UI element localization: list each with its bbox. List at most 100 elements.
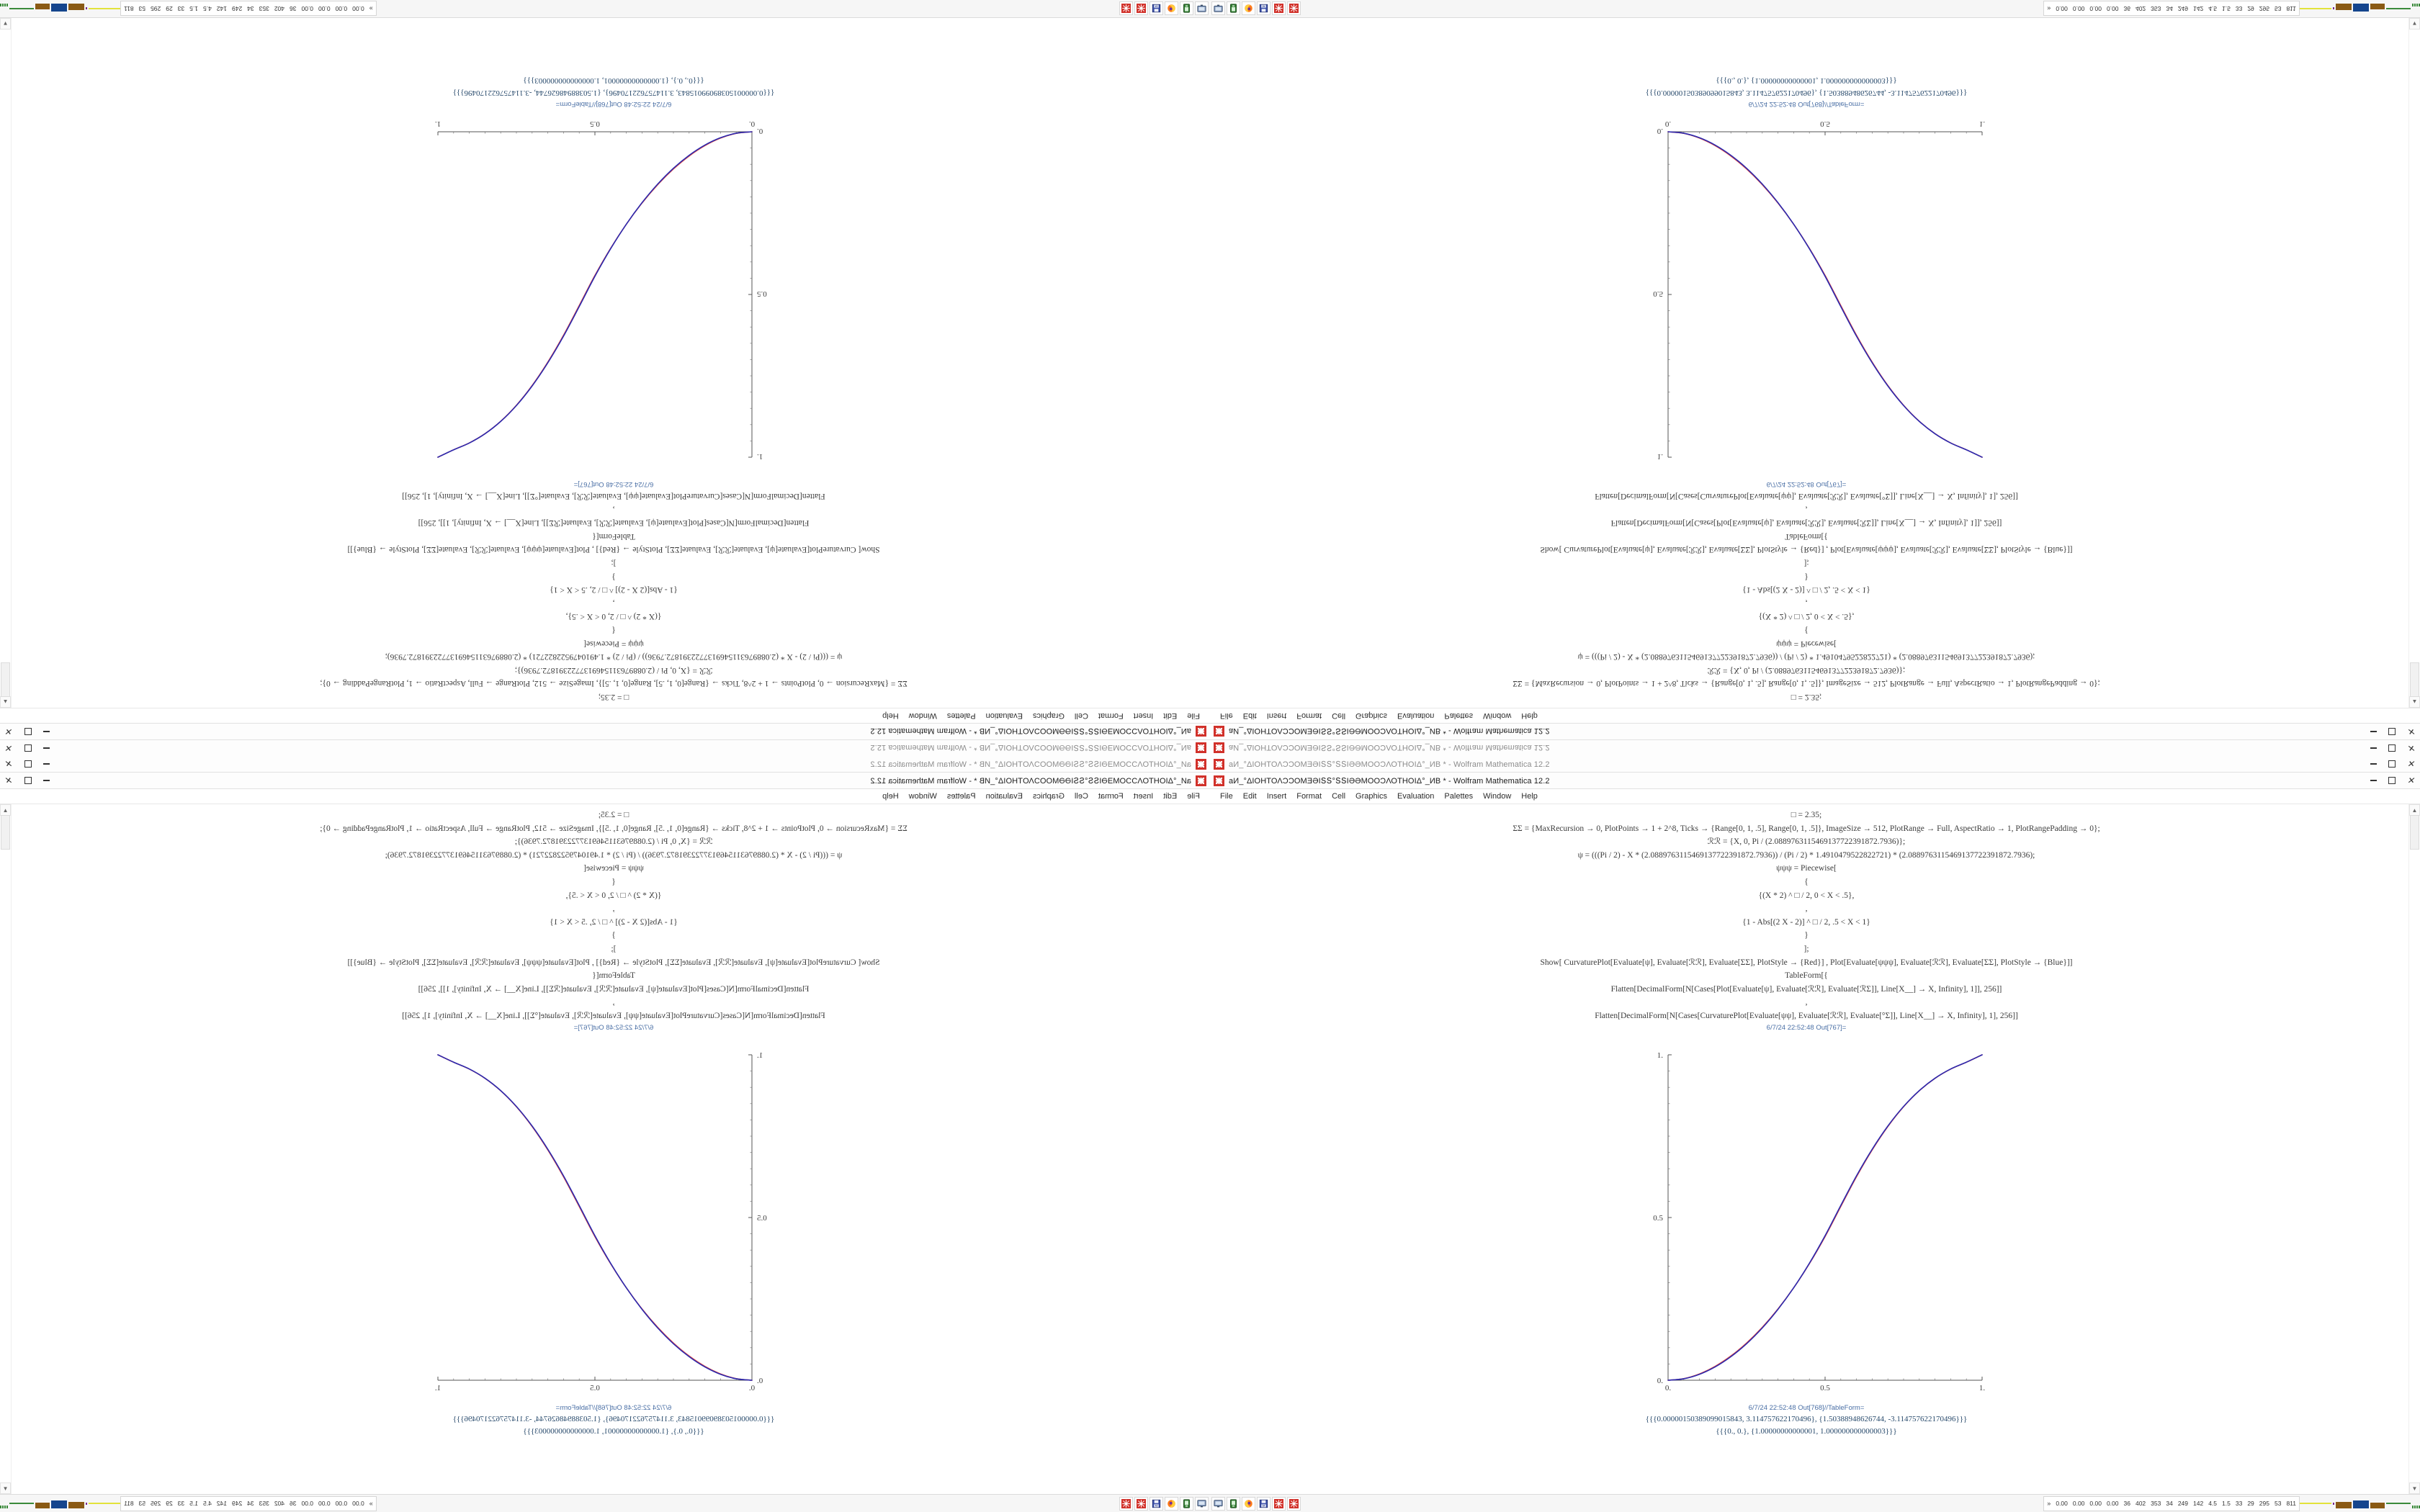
code-line[interactable]: □ = 2.35; — [598, 693, 629, 701]
menu-item-window[interactable]: Window — [1483, 792, 1512, 801]
plot-output-cell[interactable]: 0. 0.5 1. 0. 0.5 1. — [30, 1035, 1197, 1403]
scroll-up-arrow-icon[interactable]: ▲ — [0, 696, 11, 708]
menu-item-cell[interactable]: Cell — [1332, 711, 1346, 720]
maximize-button[interactable] — [2383, 773, 2401, 788]
terminal-icon[interactable] — [1180, 1496, 1193, 1511]
notebook-scrollbar[interactable]: ▲ ▼ — [0, 18, 12, 708]
curvature-plot[interactable]: 0. 0.5 1. 0. 0.5 1. — [1622, 109, 1991, 478]
wolfram-icon[interactable] — [1134, 1, 1148, 16]
window-titlebar-active[interactable]: aИ_°ΔIΟΗΤΟΛƆƆΟΜƎƏIՏՏ°ՏՏIƏƏΜΟΟƆΛΟΤΗΟΙΔ°_И… — [0, 723, 1210, 739]
code-line[interactable]: Flatten[DecimalForm[N[Cases[Plot[Evaluat… — [418, 518, 810, 528]
scrollbar-thumb[interactable] — [2410, 662, 2419, 697]
scroll-up-arrow-icon[interactable]: ▲ — [2409, 696, 2420, 708]
code-line[interactable]: ℛℛ = {X, 0, Pi / (2.08897631154691377223… — [514, 837, 713, 847]
code-line[interactable]: Show[ CurvaturePlot[Evaluate[ψ], Evaluat… — [1540, 958, 2073, 967]
scroll-down-arrow-icon[interactable]: ▼ — [0, 18, 11, 30]
menu-item-palettes[interactable]: Palettes — [1444, 711, 1474, 720]
scrollbar-thumb[interactable] — [2410, 815, 2419, 850]
wolfram-icon[interactable] — [1134, 1496, 1148, 1511]
code-line[interactable]: Flatten[DecimalForm[N[Cases[Plot[Evaluat… — [1610, 984, 2002, 994]
code-line[interactable]: } — [1804, 572, 1809, 581]
code-line[interactable]: Show[ CurvaturePlot[Evaluate[ψ], Evaluat… — [347, 958, 880, 967]
code-line[interactable]: ]; — [1803, 559, 1809, 568]
wolfram-icon[interactable] — [1119, 1, 1133, 16]
minimize-button[interactable] — [37, 757, 56, 771]
scrollbar-thumb[interactable] — [1, 815, 10, 850]
code-line[interactable]: Flatten[DecimalForm[N[Cases[CurvaturePlo… — [1595, 1011, 2018, 1020]
menu-item-insert[interactable]: Insert — [1133, 792, 1154, 801]
wolfram-icon[interactable] — [1287, 1496, 1301, 1511]
code-line[interactable]: {(X * 2) ^ □ / 2, 0 < X < .5}, — [1758, 891, 1855, 900]
code-line[interactable]: Flatten[DecimalForm[N[Cases[CurvaturePlo… — [402, 492, 825, 501]
expand-icon[interactable]: » — [369, 1500, 373, 1507]
menu-item-graphics[interactable]: Graphics — [1032, 792, 1065, 801]
menu-item-cell[interactable]: Cell — [1074, 792, 1088, 801]
menu-item-insert[interactable]: Insert — [1266, 792, 1287, 801]
menu-item-help[interactable]: Help — [882, 792, 899, 801]
floppy-save-icon[interactable]: 64 — [1257, 1496, 1270, 1511]
code-line[interactable]: , — [612, 598, 615, 608]
minimize-button[interactable] — [37, 724, 56, 739]
menu-item-edit[interactable]: Edit — [1163, 711, 1178, 720]
code-line[interactable]: ℛℛ = {X, 0, Pi / (2.08897631154691377223… — [514, 665, 713, 675]
code-line[interactable]: ]; — [611, 559, 617, 568]
system-monitor-widget[interactable]: » 0.00 0.00 0.00 0.00 36 402 353 34 249 … — [2043, 1, 2300, 17]
wolfram-icon[interactable] — [1119, 1496, 1133, 1511]
code-line[interactable]: TableForm[{ — [592, 971, 635, 981]
menu-item-edit[interactable]: Edit — [1163, 792, 1178, 801]
menu-item-palettes[interactable]: Palettes — [946, 711, 976, 720]
maximize-button[interactable] — [2383, 724, 2401, 739]
close-button[interactable]: ✕ — [5, 726, 14, 737]
menu-item-cell[interactable]: Cell — [1074, 711, 1088, 720]
menu-item-format[interactable]: Format — [1296, 792, 1322, 801]
menu-item-graphics[interactable]: Graphics — [1355, 711, 1388, 720]
maximize-button[interactable] — [19, 757, 37, 771]
code-line[interactable]: Show[ CurvaturePlot[Evaluate[ψ], Evaluat… — [1540, 545, 2073, 554]
window-titlebar-inactive[interactable]: aИ_°ΔIΟΗΤΟΛƆƆΟΜƎƏIՏՏ°ՏՏIƏƏΜΟΟƆΛΟΤΗΟΙΔ°_И… — [1210, 739, 2420, 756]
menu-item-file[interactable]: File — [1220, 792, 1233, 801]
menu-item-window[interactable]: Window — [908, 711, 937, 720]
scroll-down-arrow-icon[interactable]: ▼ — [2409, 1482, 2420, 1494]
firefox-icon[interactable] — [1242, 1, 1255, 16]
wolfram-icon[interactable] — [1272, 1, 1286, 16]
display-icon[interactable] — [1195, 1, 1209, 16]
menu-item-evaluation[interactable]: Evaluation — [1397, 792, 1435, 801]
code-line[interactable]: {(X * 2) ^ □ / 2, 0 < X < .5}, — [565, 612, 662, 621]
menu-item-insert[interactable]: Insert — [1133, 711, 1154, 720]
code-line[interactable]: □ = 2.35; — [598, 811, 629, 819]
code-line[interactable]: { — [1804, 877, 1809, 886]
code-line[interactable]: {1 - Abs[(2 X - 2)] ^ □ / 2, .5 < X < 1} — [1742, 917, 1870, 927]
code-line[interactable]: ℛℛ = {X, 0, Pi / (2.08897631154691377223… — [1707, 837, 1906, 847]
code-line[interactable]: Flatten[DecimalForm[N[Cases[CurvaturePlo… — [402, 1011, 825, 1020]
menu-item-help[interactable]: Help — [882, 711, 899, 720]
menu-item-format[interactable]: Format — [1098, 792, 1124, 801]
code-line[interactable]: ψψψ = Piecewise[ — [1776, 864, 1837, 873]
expand-icon[interactable]: » — [2047, 1500, 2051, 1507]
menu-item-edit[interactable]: Edit — [1242, 711, 1257, 720]
menu-item-window[interactable]: Window — [908, 792, 937, 801]
plot-output-cell[interactable]: 0. 0.5 1. 0. 0.5 1. — [1223, 109, 2390, 478]
code-line[interactable]: ]; — [1803, 944, 1809, 953]
minimize-button[interactable] — [2364, 724, 2383, 739]
code-line[interactable]: ψψψ = Piecewise[ — [583, 639, 644, 648]
wolfram-icon[interactable] — [1287, 1, 1301, 16]
system-monitor-widget[interactable]: » 0.00 0.00 0.00 0.00 36 402 353 34 249 … — [120, 1495, 377, 1511]
code-line[interactable]: ]; — [611, 944, 617, 953]
curvature-plot[interactable]: 0. 0.5 1. 0. 0.5 1. — [429, 1035, 798, 1403]
code-line[interactable]: ℛℛ = {X, 0, Pi / (2.08897631154691377223… — [1707, 665, 1906, 675]
code-line[interactable]: ΣΣ = {MaxRecursion → 0, PlotPoints → 1 +… — [1512, 824, 2100, 833]
window-titlebar-active[interactable]: aИ_°ΔIΟΗΤΟΛƆƆΟΜƎƏIՏՏ°ՏՏIƏƏΜΟΟƆΛΟΤΗΟΙΔ°_И… — [0, 773, 1210, 789]
menu-item-file[interactable]: File — [1220, 711, 1233, 720]
menu-item-palettes[interactable]: Palettes — [1444, 792, 1474, 801]
code-line[interactable]: Show[ CurvaturePlot[Evaluate[ψ], Evaluat… — [347, 545, 880, 554]
terminal-icon[interactable] — [1227, 1, 1240, 16]
window-titlebar-inactive[interactable]: aИ_°ΔIΟΗΤΟΛƆƆΟΜƎƏIՏՏ°ՏՏIƏƏΜΟΟƆΛΟΤΗΟΙΔ°_И… — [1210, 756, 2420, 773]
code-line[interactable]: } — [1804, 931, 1809, 940]
display-icon[interactable] — [1195, 1496, 1209, 1511]
code-line[interactable]: } — [611, 931, 616, 940]
firefox-icon[interactable] — [1165, 1496, 1178, 1511]
code-line[interactable]: TableForm[{ — [1785, 971, 1828, 981]
wolfram-icon[interactable] — [1272, 1496, 1286, 1511]
system-monitor-widget[interactable]: » 0.00 0.00 0.00 0.00 36 402 353 34 249 … — [2043, 1495, 2300, 1511]
code-line[interactable]: ΣΣ = {MaxRecursion → 0, PlotPoints → 1 +… — [320, 824, 908, 833]
